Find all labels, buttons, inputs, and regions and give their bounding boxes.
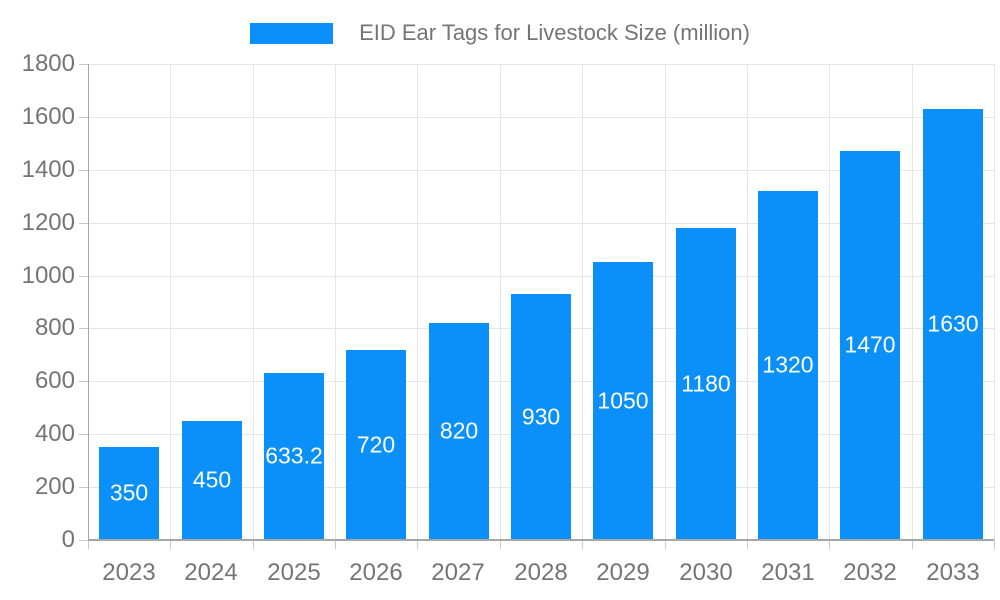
y-axis-label: 1400 xyxy=(21,156,75,183)
y-axis-tick xyxy=(79,381,88,382)
y-axis-tick xyxy=(79,276,88,277)
bar[interactable]: 1050 xyxy=(593,262,653,539)
x-axis-label: 2030 xyxy=(679,559,733,586)
x-axis-tick xyxy=(88,540,89,549)
bar[interactable]: 450 xyxy=(182,421,242,539)
gridline-horizontal xyxy=(88,64,994,65)
x-axis-tick xyxy=(829,540,830,549)
gridline-horizontal xyxy=(88,117,994,118)
gridline-vertical xyxy=(417,64,418,540)
x-axis-line xyxy=(88,539,994,541)
gridline-vertical xyxy=(912,64,913,540)
bar[interactable]: 930 xyxy=(511,294,571,539)
bar-value-label: 350 xyxy=(109,479,149,506)
y-axis-label: 1800 xyxy=(21,50,75,77)
legend-label: EID Ear Tags for Livestock Size (million… xyxy=(359,20,750,45)
x-axis-label: 2028 xyxy=(514,559,568,586)
bar[interactable]: 1630 xyxy=(923,109,983,539)
bar-value-label: 1470 xyxy=(844,331,896,358)
bar[interactable]: 720 xyxy=(346,350,406,539)
x-axis-tick xyxy=(994,540,995,549)
x-axis-label: 2024 xyxy=(184,559,238,586)
y-axis-label: 200 xyxy=(34,473,75,500)
bar[interactable]: 1180 xyxy=(676,228,736,539)
y-axis-label: 1600 xyxy=(21,103,75,130)
bar[interactable]: 350 xyxy=(99,447,159,539)
bar-value-label: 720 xyxy=(356,431,396,457)
bar-value-label: 1630 xyxy=(927,310,979,337)
y-axis-tick xyxy=(79,540,88,541)
legend-swatch-icon xyxy=(250,22,334,44)
x-axis-tick xyxy=(665,540,666,549)
legend-item[interactable]: EID Ear Tags for Livestock Size (million… xyxy=(250,20,750,46)
x-axis-label: 2027 xyxy=(431,559,485,586)
gridline-horizontal xyxy=(88,223,994,224)
x-axis-tick xyxy=(912,540,913,549)
y-axis-tick xyxy=(79,170,88,171)
y-axis-label: 800 xyxy=(34,314,75,341)
gridline-vertical xyxy=(582,64,583,540)
legend: EID Ear Tags for Livestock Size (million… xyxy=(0,14,1000,52)
y-axis-line xyxy=(88,64,89,540)
x-axis-label: 2026 xyxy=(349,559,403,586)
bar-value-label: 1180 xyxy=(681,370,731,396)
y-axis-label: 400 xyxy=(34,420,75,447)
bar-value-label: 1050 xyxy=(597,387,649,413)
gridline-vertical xyxy=(665,64,666,540)
x-axis-label: 2023 xyxy=(102,559,156,586)
x-axis-tick xyxy=(335,540,336,549)
y-axis-label: 1200 xyxy=(21,209,75,236)
x-axis-tick xyxy=(417,540,418,549)
x-axis-label: 2033 xyxy=(926,559,980,586)
y-axis-label: 1000 xyxy=(21,262,75,289)
x-axis-label: 2025 xyxy=(267,559,321,586)
bar[interactable]: 820 xyxy=(429,323,489,539)
y-axis-tick xyxy=(79,223,88,224)
x-axis-tick xyxy=(253,540,254,549)
bar-value-label: 930 xyxy=(521,403,561,429)
x-axis-tick xyxy=(170,540,171,549)
y-axis-tick xyxy=(79,434,88,435)
x-axis-label: 2032 xyxy=(843,559,897,586)
gridline-vertical xyxy=(253,64,254,540)
x-axis-tick xyxy=(747,540,748,549)
bar-value-label: 450 xyxy=(192,466,232,493)
gridline-horizontal xyxy=(88,276,994,277)
y-axis-label: 600 xyxy=(34,367,75,394)
bar-value-label: 820 xyxy=(439,417,479,444)
x-axis-label: 2031 xyxy=(761,559,815,586)
x-axis-tick xyxy=(582,540,583,549)
y-axis-label: 0 xyxy=(61,526,75,553)
bar[interactable]: 1470 xyxy=(840,151,900,539)
gridline-horizontal xyxy=(88,170,994,171)
bar[interactable]: 633.2 xyxy=(264,373,324,539)
gridline-vertical xyxy=(747,64,748,540)
y-axis-tick xyxy=(79,487,88,488)
gridline-vertical xyxy=(335,64,336,540)
x-axis-tick xyxy=(500,540,501,549)
gridline-vertical xyxy=(994,64,995,540)
gridline-vertical xyxy=(829,64,830,540)
bar-value-label: 633.2 xyxy=(265,442,323,469)
y-axis-tick xyxy=(79,328,88,329)
bar-value-label: 1320 xyxy=(762,351,814,378)
x-axis-label: 2029 xyxy=(596,559,650,586)
bar[interactable]: 1320 xyxy=(758,191,818,539)
y-axis-tick xyxy=(79,117,88,118)
y-axis-tick xyxy=(79,64,88,65)
gridline-vertical xyxy=(170,64,171,540)
gridline-vertical xyxy=(500,64,501,540)
